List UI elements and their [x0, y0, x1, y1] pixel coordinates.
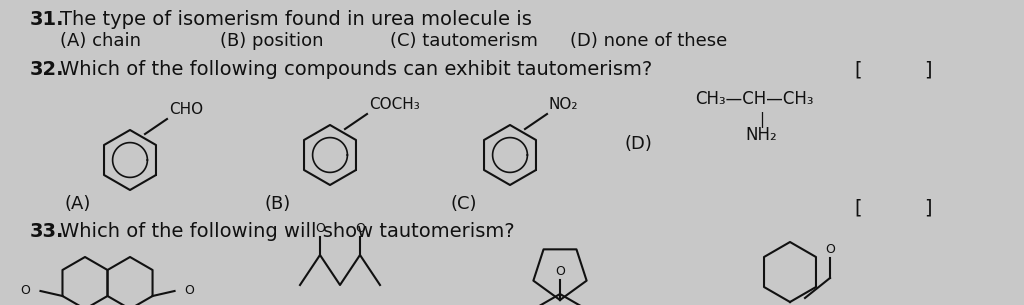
Text: The type of isomerism found in urea molecule is: The type of isomerism found in urea mole… — [60, 10, 531, 29]
Text: O: O — [315, 222, 325, 235]
Text: 31.: 31. — [30, 10, 65, 29]
Text: CH₃—CH—CH₃: CH₃—CH—CH₃ — [695, 90, 813, 108]
Text: O: O — [184, 285, 195, 297]
Text: CHO: CHO — [169, 102, 203, 117]
Text: COCH₃: COCH₃ — [369, 97, 420, 112]
Text: Which of the following will show tautomerism?: Which of the following will show tautome… — [60, 222, 515, 241]
Text: O: O — [355, 222, 365, 235]
Text: NH₂: NH₂ — [745, 126, 777, 144]
Text: O: O — [20, 285, 31, 297]
Text: (D) none of these: (D) none of these — [570, 32, 727, 50]
Text: 32.: 32. — [30, 60, 65, 79]
Text: 33.: 33. — [30, 222, 65, 241]
Text: (C) tautomerism: (C) tautomerism — [390, 32, 538, 50]
Text: NO₂: NO₂ — [549, 97, 579, 112]
Text: (C): (C) — [450, 195, 476, 213]
Text: Which of the following compounds can exhibit tautomerism?: Which of the following compounds can exh… — [60, 60, 652, 79]
Text: (A) chain: (A) chain — [60, 32, 141, 50]
Text: O: O — [555, 265, 565, 278]
Text: (D): (D) — [625, 135, 653, 153]
Text: (B): (B) — [265, 195, 291, 213]
Text: [          ]: [ ] — [855, 60, 933, 79]
Text: [          ]: [ ] — [855, 198, 933, 217]
Text: O: O — [825, 243, 835, 256]
Text: (A): (A) — [65, 195, 91, 213]
Text: |: | — [760, 112, 765, 128]
Text: (B) position: (B) position — [220, 32, 324, 50]
